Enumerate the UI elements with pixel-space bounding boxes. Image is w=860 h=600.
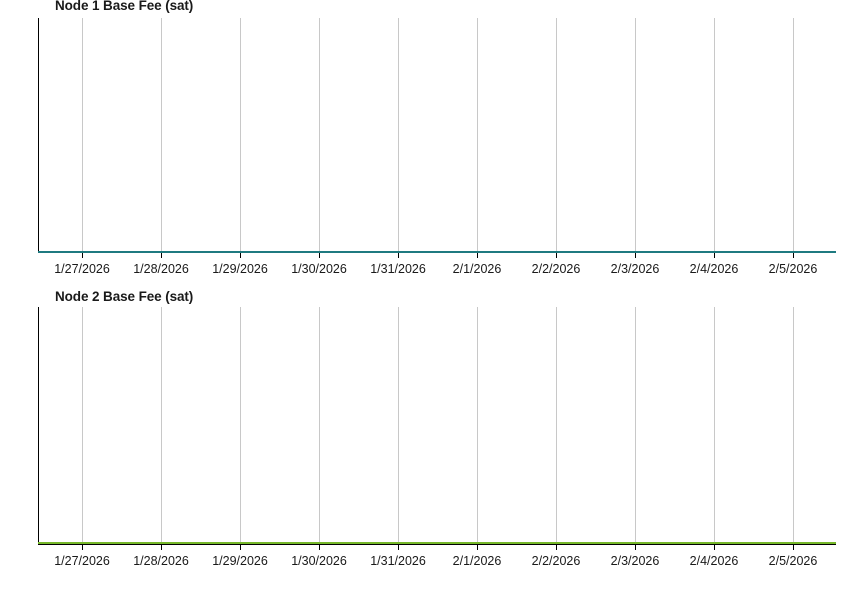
series-line-node-2-base-fee [38, 541, 836, 544]
x-axis-ticks-node-1 [38, 253, 836, 258]
x-axis-tick-mark [398, 253, 399, 258]
gridlines-node-2 [38, 307, 836, 545]
gridline [161, 307, 162, 545]
gridline [635, 307, 636, 545]
x-axis-tick-label: 1/28/2026 [133, 554, 189, 568]
x-axis-tick-label: 1/27/2026 [54, 554, 110, 568]
x-axis-tick-label: 2/2/2026 [531, 262, 581, 276]
x-axis-tick-mark [319, 545, 320, 550]
x-axis-tick-label: 1/31/2026 [370, 554, 426, 568]
gridline [714, 307, 715, 545]
x-axis-tick-mark [556, 545, 557, 550]
x-axis-tick-label: 2/3/2026 [610, 262, 660, 276]
x-axis-tick-label: 1/29/2026 [212, 262, 268, 276]
x-axis-tick-label: 2/1/2026 [452, 554, 502, 568]
x-axis-tick-mark [477, 253, 478, 258]
gridline [398, 307, 399, 545]
x-axis-tick-mark [319, 253, 320, 258]
gridline [793, 18, 794, 253]
x-axis-tick-mark [635, 253, 636, 258]
x-axis-tick-label: 1/31/2026 [370, 262, 426, 276]
x-axis-tick-label: 2/4/2026 [689, 262, 739, 276]
x-axis-tick-mark [240, 253, 241, 258]
x-axis-tick-label: 2/5/2026 [768, 262, 818, 276]
gridlines-node-1 [38, 18, 836, 253]
gridline [240, 18, 241, 253]
x-axis-tick-mark [240, 545, 241, 550]
y-axis-line-node-2 [38, 307, 40, 545]
x-axis-tick-label: 1/29/2026 [212, 554, 268, 568]
gridline [556, 18, 557, 253]
x-axis-tick-label: 2/2/2026 [531, 554, 581, 568]
gridline [398, 18, 399, 253]
gridline [82, 18, 83, 253]
x-axis-tick-label: 1/27/2026 [54, 262, 110, 276]
x-axis-tick-mark [82, 545, 83, 550]
gridline [477, 307, 478, 545]
x-axis-tick-label: 1/30/2026 [291, 554, 347, 568]
gridline [319, 18, 320, 253]
plot-area-node-2[interactable] [38, 307, 836, 545]
chart-panel-node-1: Node 1 Base Fee (sat) 1/27/2026 1/28/2026… [0, 0, 860, 292]
x-axis-tick-mark [161, 545, 162, 550]
x-axis-tick-mark [398, 545, 399, 550]
x-axis-tick-label: 2/4/2026 [689, 554, 739, 568]
x-axis-tick-mark [793, 253, 794, 258]
x-axis-tick-labels-node-2: 1/27/2026 1/28/2026 1/29/2026 1/30/2026 1/31… [0, 553, 860, 571]
x-axis-tick-label: 2/3/2026 [610, 554, 660, 568]
chart-panel-node-2: Node 2 Base Fee (sat) 1/27/2026 1/28/2026… [0, 289, 860, 600]
x-axis-tick-label: 1/30/2026 [291, 262, 347, 276]
y-axis-line-node-1 [38, 18, 40, 253]
gridline [793, 307, 794, 545]
x-axis-tick-mark [556, 253, 557, 258]
gridline [240, 307, 241, 545]
x-axis-tick-mark [635, 545, 636, 550]
x-axis-tick-mark [477, 545, 478, 550]
gridline [477, 18, 478, 253]
x-axis-tick-mark [161, 253, 162, 258]
x-axis-tick-mark [714, 545, 715, 550]
x-axis-ticks-node-2 [38, 545, 836, 550]
chart-title-node-2: Node 2 Base Fee (sat) [55, 289, 194, 304]
x-axis-tick-mark [793, 545, 794, 550]
series-line-node-1-base-fee [38, 250, 836, 253]
x-axis-tick-label: 2/1/2026 [452, 262, 502, 276]
x-axis-tick-mark [714, 253, 715, 258]
x-axis-tick-label: 2/5/2026 [768, 554, 818, 568]
gridline [714, 18, 715, 253]
gridline [319, 307, 320, 545]
x-axis-tick-label: 1/28/2026 [133, 262, 189, 276]
x-axis-tick-mark [82, 253, 83, 258]
gridline [161, 18, 162, 253]
plot-area-node-1[interactable] [38, 18, 836, 253]
gridline [82, 307, 83, 545]
x-axis-line-node-2 [38, 543, 836, 545]
gridline [635, 18, 636, 253]
chart-title-node-1: Node 1 Base Fee (sat) [55, 0, 194, 13]
gridline [556, 307, 557, 545]
x-axis-tick-labels-node-1: 1/27/2026 1/28/2026 1/29/2026 1/30/2026 1/31… [0, 261, 860, 279]
